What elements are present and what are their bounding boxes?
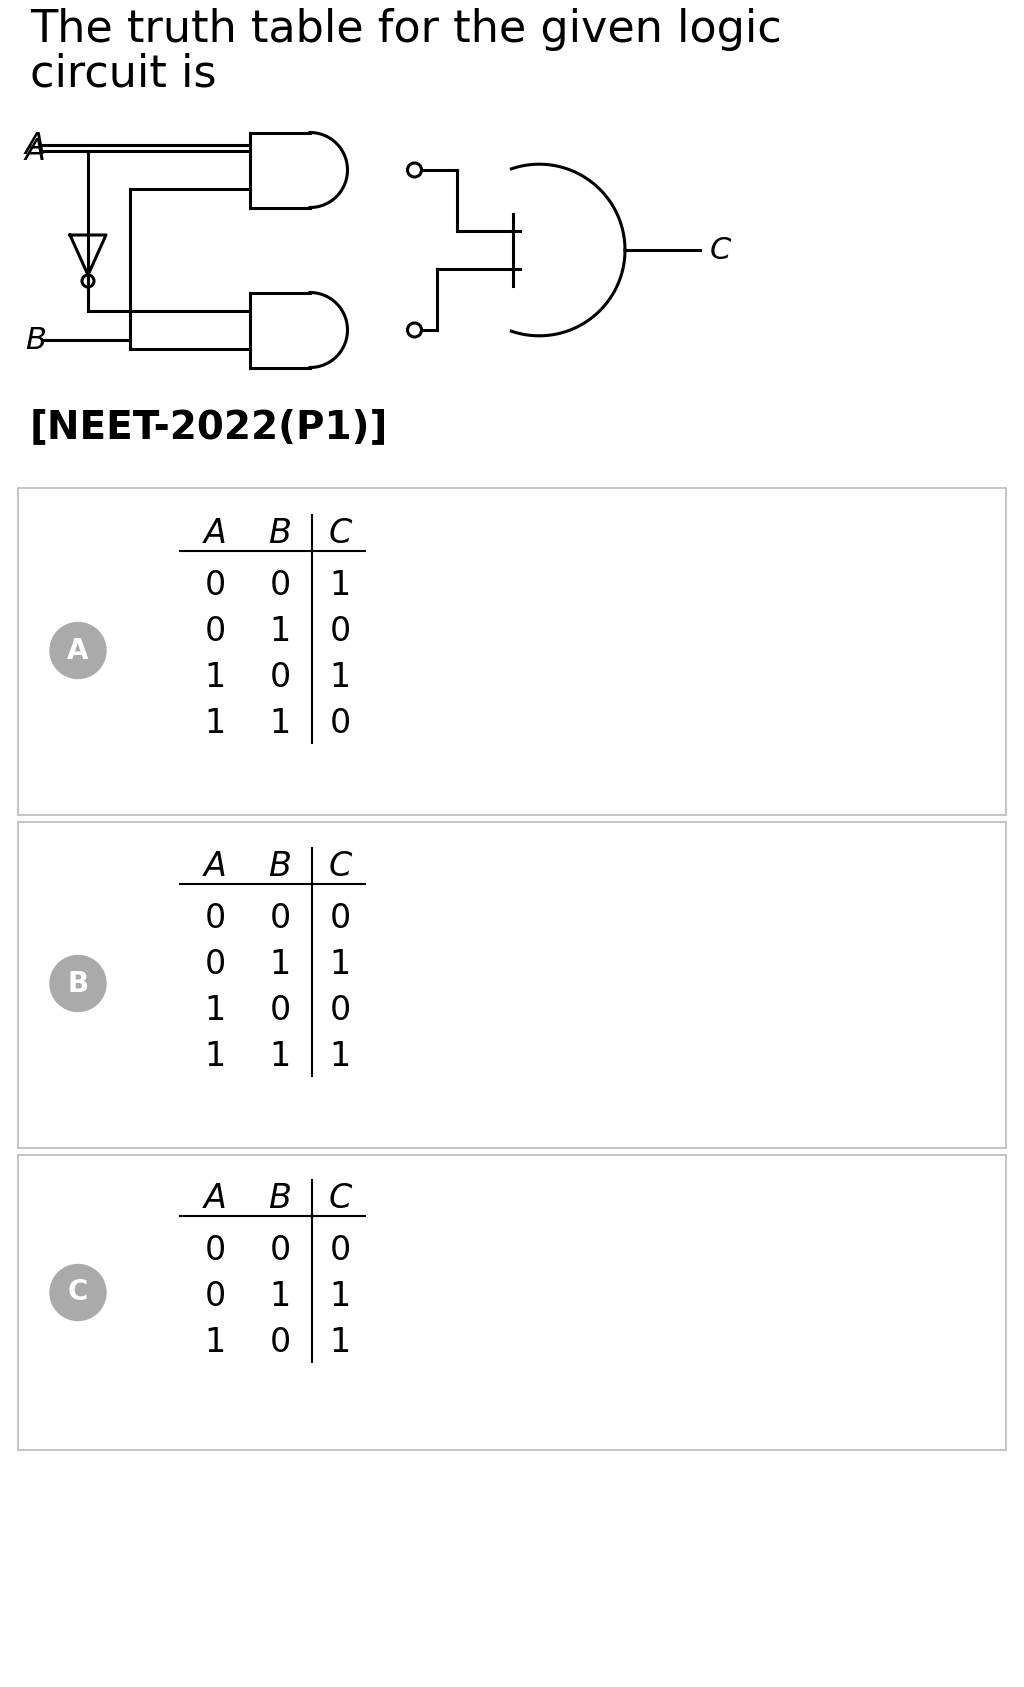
Text: A: A	[204, 1183, 226, 1215]
Text: 0: 0	[269, 994, 291, 1026]
Text: 0: 0	[269, 901, 291, 935]
Text: 0: 0	[330, 1233, 350, 1267]
Text: 1: 1	[205, 707, 225, 739]
Text: 1: 1	[269, 948, 291, 980]
Text: A: A	[68, 636, 89, 665]
Text: 0: 0	[269, 1233, 291, 1267]
Circle shape	[50, 623, 106, 678]
Text: C: C	[329, 1183, 351, 1215]
Text: A: A	[204, 516, 226, 550]
Text: 0: 0	[330, 901, 350, 935]
Text: The truth table for the given logic: The truth table for the given logic	[30, 8, 781, 51]
Text: 0: 0	[269, 661, 291, 693]
Text: B: B	[68, 970, 88, 997]
Text: 1: 1	[269, 707, 291, 739]
Text: 0: 0	[205, 1279, 225, 1312]
FancyBboxPatch shape	[18, 822, 1006, 1147]
Text: 1: 1	[269, 1039, 291, 1073]
FancyBboxPatch shape	[18, 1156, 1006, 1451]
Text: 1: 1	[205, 1326, 225, 1358]
Text: 0: 0	[205, 614, 225, 648]
Text: 0: 0	[330, 994, 350, 1026]
Text: A: A	[204, 850, 226, 882]
Text: A: A	[25, 137, 46, 165]
Text: 1: 1	[330, 948, 350, 980]
Text: 1: 1	[330, 1039, 350, 1073]
Text: 1: 1	[269, 1279, 291, 1312]
FancyBboxPatch shape	[18, 488, 1006, 815]
Text: C: C	[710, 236, 731, 265]
Text: 1: 1	[330, 1326, 350, 1358]
Text: 1: 1	[330, 569, 350, 602]
Text: 1: 1	[205, 661, 225, 693]
Text: 1: 1	[205, 994, 225, 1026]
Text: 1: 1	[330, 661, 350, 693]
Text: B: B	[268, 516, 292, 550]
Text: 0: 0	[269, 1326, 291, 1358]
Text: 0: 0	[330, 614, 350, 648]
Text: C: C	[68, 1279, 88, 1306]
Text: B: B	[268, 850, 292, 882]
Text: B: B	[268, 1183, 292, 1215]
Text: A: A	[25, 130, 46, 160]
Text: 0: 0	[330, 707, 350, 739]
Text: circuit is: circuit is	[30, 52, 216, 94]
Text: 0: 0	[205, 901, 225, 935]
Circle shape	[50, 1265, 106, 1321]
Text: 1: 1	[269, 614, 291, 648]
Circle shape	[50, 955, 106, 1012]
Text: 1: 1	[330, 1279, 350, 1312]
Text: [NEET-2022(P1)]: [NEET-2022(P1)]	[30, 408, 388, 445]
Text: 0: 0	[205, 569, 225, 602]
Text: C: C	[329, 516, 351, 550]
Text: 0: 0	[205, 948, 225, 980]
Text: C: C	[329, 850, 351, 882]
Text: 0: 0	[269, 569, 291, 602]
Text: 1: 1	[205, 1039, 225, 1073]
Text: 0: 0	[205, 1233, 225, 1267]
Text: B: B	[25, 326, 46, 354]
